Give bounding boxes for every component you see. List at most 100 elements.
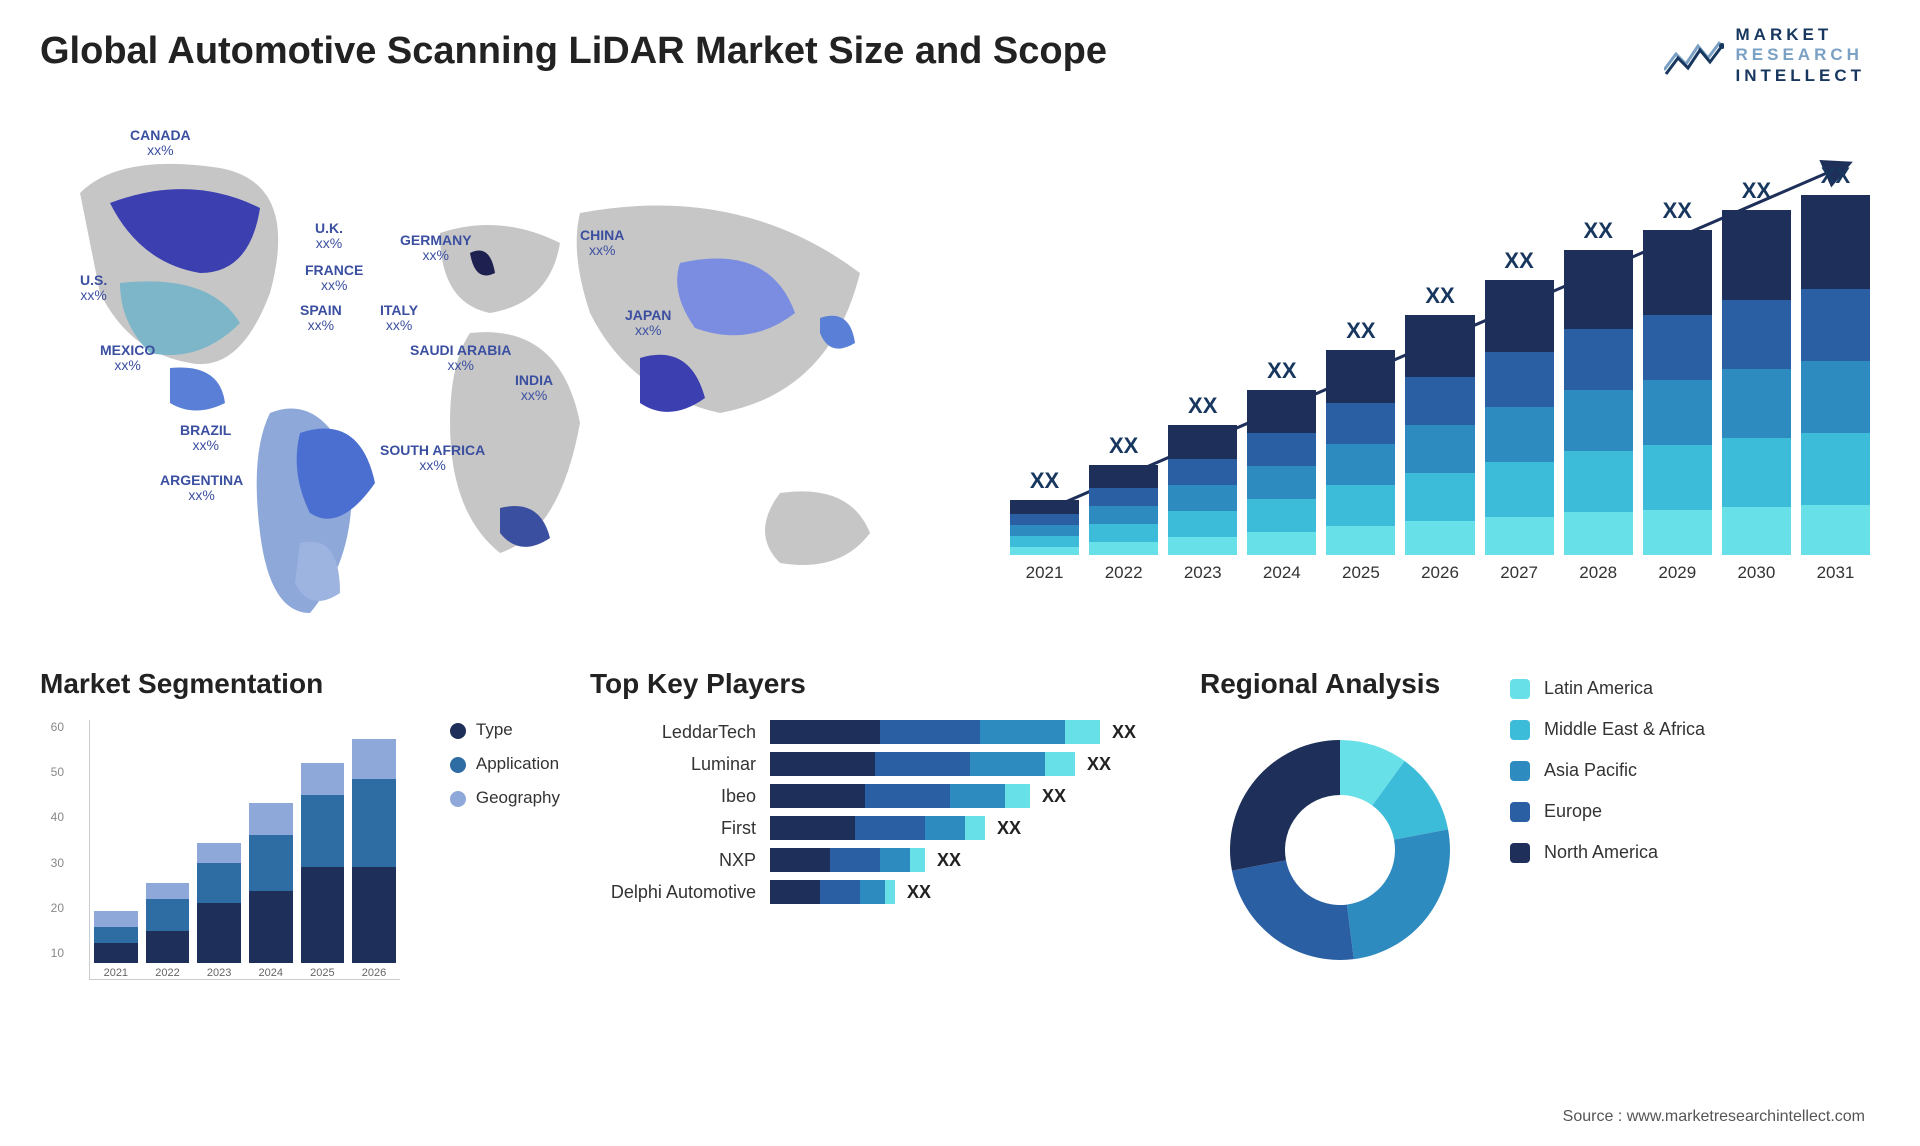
- player-name: LeddarTech: [590, 722, 770, 743]
- growth-chart: XX 2021 XX 2022 XX 2023 XX 2024 XX 2025 XX 2026 XX 20…: [1010, 133, 1870, 613]
- seg-bar-2026: 2026: [352, 739, 396, 979]
- growth-bar-2021: XX 2021: [1010, 468, 1079, 583]
- segmentation-section: Market Segmentation 605040302010 2021202…: [40, 668, 560, 985]
- map-label-southafrica: SOUTH AFRICAxx%: [380, 443, 485, 474]
- growth-bar-value: XX: [1267, 358, 1296, 384]
- map-label-us: U.S.xx%: [80, 273, 107, 304]
- growth-bar-year: 2021: [1026, 563, 1064, 583]
- growth-bar-year: 2025: [1342, 563, 1380, 583]
- map-label-brazil: BRAZILxx%: [180, 423, 231, 454]
- seg-bar-2024: 2024: [249, 803, 293, 979]
- growth-bar-2028: XX 2028: [1564, 218, 1633, 583]
- map-label-france: FRANCExx%: [305, 263, 363, 294]
- donut-legend-asiapacific: Asia Pacific: [1510, 760, 1705, 781]
- player-value: XX: [1042, 786, 1066, 807]
- growth-bar-value: XX: [1346, 318, 1375, 344]
- donut-legend-latinamerica: Latin America: [1510, 678, 1705, 699]
- map-label-saudiarabia: SAUDI ARABIAxx%: [410, 343, 511, 374]
- donut-legend-middleeastafrica: Middle East & Africa: [1510, 719, 1705, 740]
- regional-section: Regional Analysis Latin America Middle Ea…: [1200, 668, 1920, 985]
- growth-bar-year: 2023: [1184, 563, 1222, 583]
- player-row-nxp: NXP XX: [590, 848, 1170, 872]
- player-value: XX: [997, 818, 1021, 839]
- growth-bar-2024: XX 2024: [1247, 358, 1316, 583]
- donut-legend-europe: Europe: [1510, 801, 1705, 822]
- seg-legend-type: Type: [450, 720, 560, 740]
- player-value: XX: [1112, 722, 1136, 743]
- map-label-canada: CANADAxx%: [130, 128, 191, 159]
- player-row-luminar: Luminar XX: [590, 752, 1170, 776]
- map-label-germany: GERMANYxx%: [400, 233, 472, 264]
- growth-bar-value: XX: [1425, 283, 1454, 309]
- seg-legend-geography: Geography: [450, 788, 560, 808]
- growth-bar-year: 2029: [1658, 563, 1696, 583]
- map-label-argentina: ARGENTINAxx%: [160, 473, 243, 504]
- player-name: Ibeo: [590, 786, 770, 807]
- donut-legend-northamerica: North America: [1510, 842, 1705, 863]
- player-value: XX: [1087, 754, 1111, 775]
- logo-line3: INTELLECT: [1736, 66, 1866, 86]
- map-label-uk: U.K.xx%: [315, 221, 343, 252]
- seg-bar-2023: 2023: [197, 843, 241, 979]
- growth-bar-value: XX: [1030, 468, 1059, 494]
- growth-bar-value: XX: [1821, 163, 1850, 189]
- segmentation-legend: Type Application Geography: [450, 720, 560, 980]
- players-section: Top Key Players LeddarTechXXLuminarXXIbe…: [590, 668, 1170, 985]
- growth-bar-2022: XX 2022: [1089, 433, 1158, 583]
- player-row-ibeo: Ibeo XX: [590, 784, 1170, 808]
- page-title: Global Automotive Scanning LiDAR Market …: [40, 30, 1880, 73]
- logo-line1: MARKET: [1736, 25, 1866, 45]
- player-name: First: [590, 818, 770, 839]
- growth-bar-year: 2030: [1737, 563, 1775, 583]
- player-row-delphiautomotive: Delphi Automotive XX: [590, 880, 1170, 904]
- world-map: CANADAxx% U.S.xx% MEXICOxx% BRAZILxx% ARGENT…: [40, 113, 960, 633]
- growth-bar-year: 2031: [1817, 563, 1855, 583]
- donut-chart: [1200, 720, 1480, 980]
- seg-bar-2021: 2021: [94, 911, 138, 979]
- growth-bar-year: 2024: [1263, 563, 1301, 583]
- donut-slice-asiapacific: [1347, 829, 1450, 959]
- player-row-leddartech: LeddarTech XX: [590, 720, 1170, 744]
- map-label-japan: JAPANxx%: [625, 308, 671, 339]
- seg-bar-2022: 2022: [146, 883, 190, 979]
- map-label-mexico: MEXICOxx%: [100, 343, 155, 374]
- source-text: Source : www.marketresearchintellect.com: [1563, 1108, 1865, 1126]
- growth-bar-value: XX: [1109, 433, 1138, 459]
- growth-bar-2025: XX 2025: [1326, 318, 1395, 583]
- growth-bar-value: XX: [1663, 198, 1692, 224]
- player-name: Delphi Automotive: [590, 882, 770, 903]
- growth-bar-2030: XX 2030: [1722, 178, 1791, 583]
- player-row-first: First XX: [590, 816, 1170, 840]
- brand-logo: MARKET RESEARCH INTELLECT: [1664, 25, 1866, 86]
- segmentation-title: Market Segmentation: [40, 668, 560, 700]
- players-title: Top Key Players: [590, 668, 1170, 700]
- growth-bar-value: XX: [1584, 218, 1613, 244]
- donut-slice-europe: [1232, 860, 1354, 960]
- map-label-china: CHINAxx%: [580, 228, 624, 259]
- donut-slice-northamerica: [1230, 740, 1340, 871]
- growth-bar-value: XX: [1742, 178, 1771, 204]
- map-label-italy: ITALYxx%: [380, 303, 418, 334]
- seg-bar-2025: 2025: [301, 763, 345, 979]
- growth-bar-2023: XX 2023: [1168, 393, 1237, 583]
- growth-bar-2027: XX 2027: [1485, 248, 1554, 583]
- growth-bar-value: XX: [1504, 248, 1533, 274]
- regional-title: Regional Analysis: [1200, 668, 1480, 700]
- map-label-india: INDIAxx%: [515, 373, 553, 404]
- growth-bar-year: 2022: [1105, 563, 1143, 583]
- growth-bar-year: 2028: [1579, 563, 1617, 583]
- growth-bar-2029: XX 2029: [1643, 198, 1712, 583]
- player-value: XX: [937, 850, 961, 871]
- growth-bar-2031: XX 2031: [1801, 163, 1870, 583]
- growth-bar-year: 2026: [1421, 563, 1459, 583]
- growth-bar-year: 2027: [1500, 563, 1538, 583]
- player-name: NXP: [590, 850, 770, 871]
- player-value: XX: [907, 882, 931, 903]
- seg-legend-application: Application: [450, 754, 560, 774]
- map-label-spain: SPAINxx%: [300, 303, 342, 334]
- logo-icon: [1664, 36, 1724, 76]
- donut-legend: Latin America Middle East & Africa Asia Pa…: [1510, 678, 1705, 985]
- player-name: Luminar: [590, 754, 770, 775]
- logo-line2: RESEARCH: [1736, 45, 1866, 65]
- growth-bar-value: XX: [1188, 393, 1217, 419]
